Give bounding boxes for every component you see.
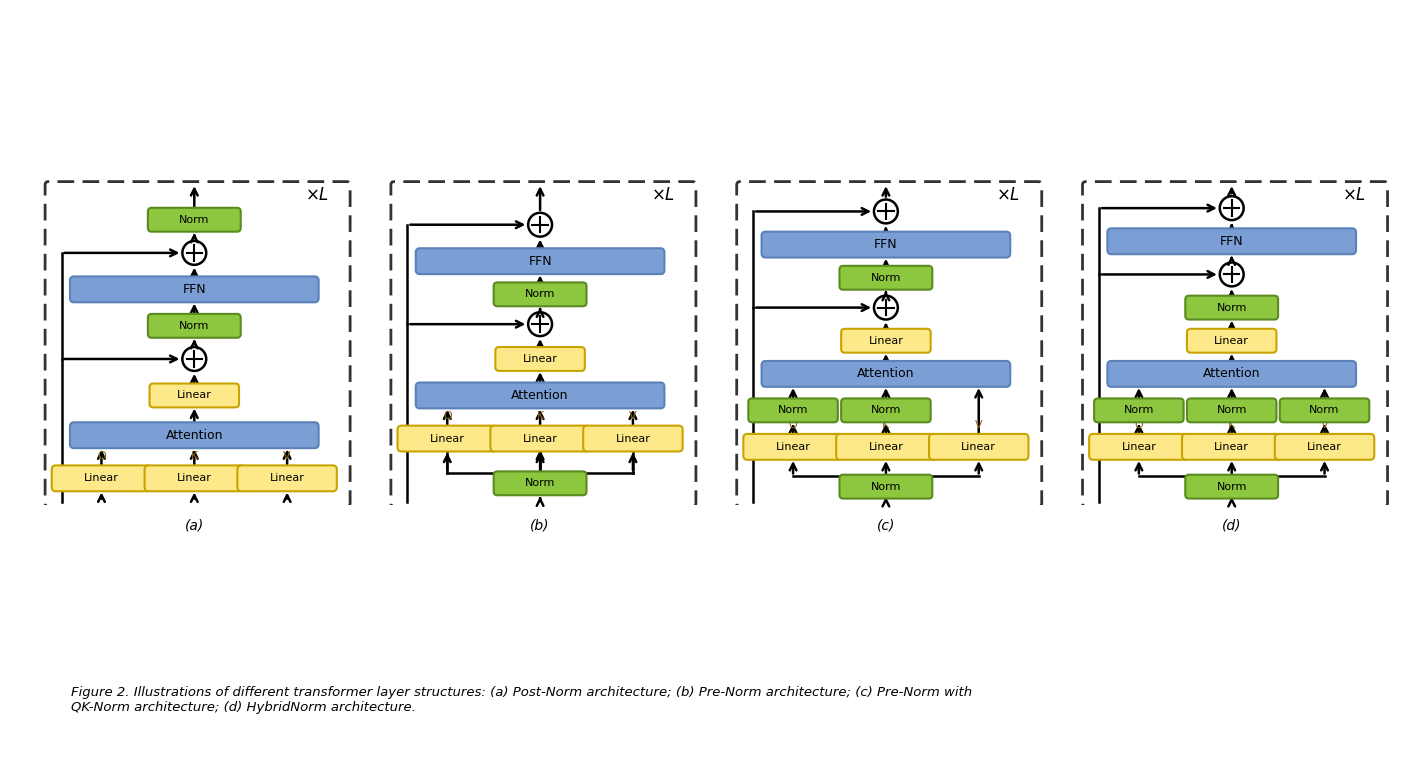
Text: V: V [284,451,291,461]
Text: Linear: Linear [868,442,903,452]
FancyBboxPatch shape [840,266,933,290]
Text: Figure 2. Illustrations of different transformer layer structures: (a) Post-Norm: Figure 2. Illustrations of different tra… [71,686,973,714]
Text: Norm: Norm [1124,405,1154,415]
FancyBboxPatch shape [416,383,665,408]
FancyBboxPatch shape [1108,361,1356,387]
FancyBboxPatch shape [144,466,244,491]
Text: V: V [1320,420,1329,430]
Text: V: V [629,411,637,421]
FancyBboxPatch shape [237,466,337,491]
Text: Norm: Norm [871,405,901,415]
Text: Linear: Linear [1215,442,1249,452]
FancyBboxPatch shape [1275,434,1375,459]
FancyBboxPatch shape [416,248,665,274]
Text: K: K [536,411,543,421]
FancyBboxPatch shape [1094,399,1184,422]
FancyBboxPatch shape [1186,329,1276,353]
Text: $\times L$: $\times L$ [650,186,674,204]
FancyBboxPatch shape [749,399,838,422]
Text: $\times L$: $\times L$ [997,186,1021,204]
Text: Q: Q [1135,420,1144,430]
Text: Linear: Linear [523,354,558,364]
FancyBboxPatch shape [1185,475,1278,498]
FancyBboxPatch shape [70,277,318,303]
FancyBboxPatch shape [398,426,498,451]
Text: $\times L$: $\times L$ [305,186,329,204]
Text: Norm: Norm [1309,405,1340,415]
Text: FFN: FFN [528,255,552,267]
FancyBboxPatch shape [150,383,240,408]
FancyBboxPatch shape [743,434,843,459]
Text: Norm: Norm [1216,303,1246,312]
Text: Linear: Linear [270,473,305,483]
Text: FFN: FFN [1219,235,1243,248]
Text: Linear: Linear [177,390,211,401]
FancyBboxPatch shape [51,466,151,491]
FancyBboxPatch shape [70,422,318,448]
Text: Norm: Norm [1216,482,1246,491]
FancyBboxPatch shape [493,472,586,495]
Text: Attention: Attention [857,367,914,380]
FancyBboxPatch shape [1185,296,1278,319]
FancyBboxPatch shape [1182,434,1282,459]
FancyBboxPatch shape [491,426,590,451]
Text: Attention: Attention [1204,367,1261,380]
Text: Linear: Linear [1121,442,1156,452]
Text: Norm: Norm [871,482,901,491]
FancyBboxPatch shape [1279,399,1369,422]
FancyBboxPatch shape [1089,434,1189,459]
Text: Norm: Norm [180,321,210,331]
FancyBboxPatch shape [928,434,1028,459]
FancyBboxPatch shape [761,232,1010,258]
Text: (d): (d) [1222,518,1242,532]
FancyBboxPatch shape [495,347,585,371]
FancyBboxPatch shape [583,426,683,451]
Text: Norm: Norm [180,215,210,225]
Text: Norm: Norm [525,479,555,488]
Text: Norm: Norm [871,273,901,283]
Text: Norm: Norm [1216,405,1246,415]
Text: Linear: Linear [868,336,903,346]
Text: Linear: Linear [616,434,650,443]
Text: Linear: Linear [776,442,810,452]
Text: FFN: FFN [874,238,898,251]
Text: (c): (c) [877,518,896,532]
FancyBboxPatch shape [841,399,931,422]
Text: K: K [883,420,890,430]
Text: Linear: Linear [961,442,997,452]
Text: Linear: Linear [177,473,211,483]
Text: Linear: Linear [1215,336,1249,346]
Text: K: K [191,451,198,461]
FancyBboxPatch shape [493,283,586,306]
Text: $\times L$: $\times L$ [1342,186,1366,204]
Text: Q: Q [97,451,106,461]
Text: FFN: FFN [183,283,207,296]
FancyBboxPatch shape [1108,229,1356,255]
FancyBboxPatch shape [836,434,935,459]
Text: Q: Q [789,420,797,430]
Text: (a): (a) [185,518,204,532]
Text: Attention: Attention [165,429,222,442]
Text: Attention: Attention [512,389,569,402]
Text: Linear: Linear [84,473,118,483]
FancyBboxPatch shape [841,329,931,353]
FancyBboxPatch shape [1186,399,1276,422]
Text: V: V [975,420,983,430]
FancyBboxPatch shape [761,361,1010,387]
Text: Linear: Linear [1308,442,1342,452]
Text: Linear: Linear [429,434,465,443]
FancyBboxPatch shape [148,208,241,232]
Text: Norm: Norm [777,405,809,415]
Text: K: K [1228,420,1235,430]
FancyBboxPatch shape [148,314,241,338]
Text: Norm: Norm [525,290,555,299]
Text: Q: Q [443,411,452,421]
FancyBboxPatch shape [840,475,933,498]
Text: Linear: Linear [523,434,558,443]
Text: (b): (b) [530,518,550,532]
